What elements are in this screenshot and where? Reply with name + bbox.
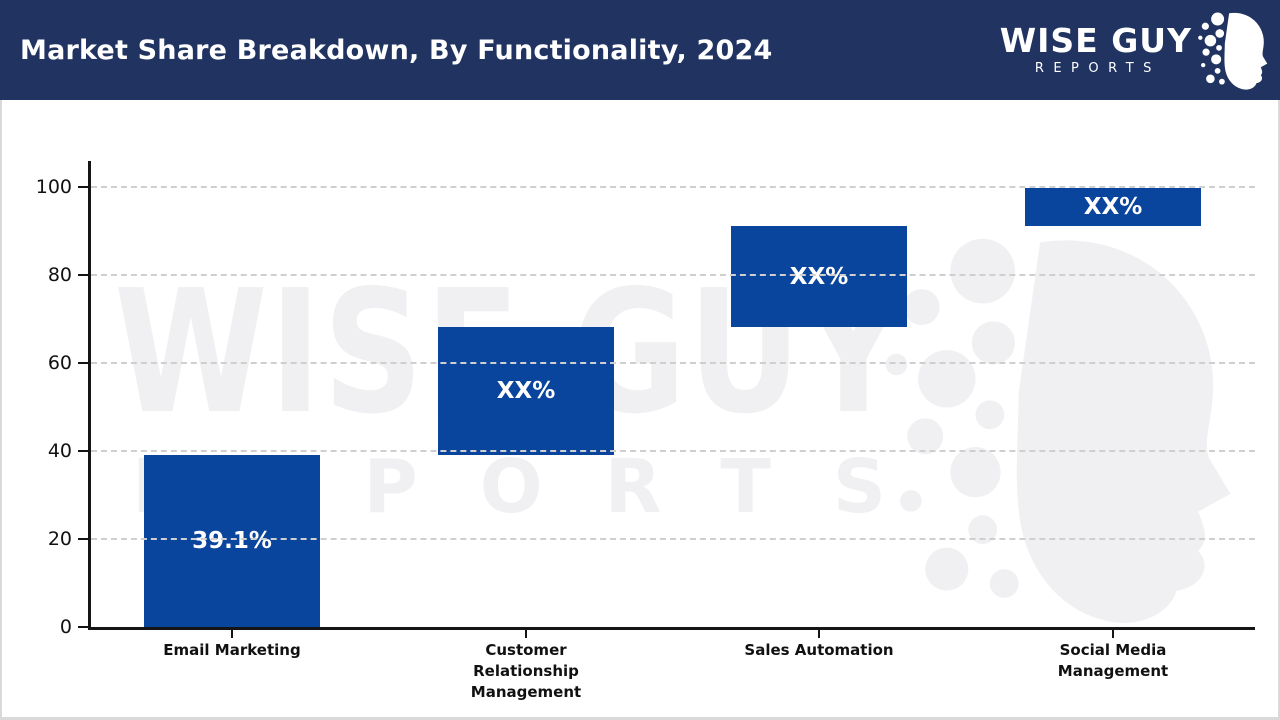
- x-category-label: Social Media Management: [998, 640, 1228, 682]
- x-category-label: Sales Automation: [704, 640, 934, 661]
- x-category-label-line: Sales Automation: [744, 641, 894, 659]
- y-tick-label: 0: [59, 616, 72, 638]
- bar-segment: XX%: [438, 327, 614, 455]
- x-category-label-line: Social Media: [1059, 641, 1167, 659]
- y-tick: [78, 537, 88, 540]
- brand-text-block: WISE GUY REPORTS: [1000, 24, 1192, 76]
- x-axis-spine: [88, 627, 1255, 630]
- brand-name: WISE GUY: [999, 21, 1192, 60]
- gridline: [91, 361, 1255, 364]
- bar-segment: XX%: [731, 226, 907, 328]
- y-tick: [78, 626, 88, 628]
- y-tick-label: 100: [35, 175, 72, 198]
- y-tick-label: 40: [47, 439, 72, 462]
- x-category-label-line: Email Marketing: [163, 641, 301, 659]
- x-category-label-line: Management: [1057, 662, 1169, 680]
- bar-segment: XX%: [1025, 187, 1201, 227]
- x-category-label: Email Marketing: [117, 640, 347, 661]
- y-tick: [78, 273, 88, 276]
- page-title: Market Share Breakdown, By Functionality…: [20, 34, 773, 66]
- x-category-label-line: Relationship: [473, 662, 579, 680]
- x-category-label-line: Customer: [485, 641, 567, 659]
- logo-face-icon: [1198, 12, 1268, 90]
- bar-value-label: XX%: [789, 263, 849, 290]
- x-tick: [525, 630, 527, 638]
- y-tick-label: 80: [47, 263, 72, 286]
- y-tick-label: 60: [47, 351, 72, 374]
- brand-subtitle: REPORTS: [1034, 61, 1161, 76]
- gridline: [91, 449, 1255, 452]
- x-category-label: Customer Relationship Management: [411, 640, 641, 703]
- y-tick-label: 20: [47, 527, 72, 550]
- bar-value-label: XX%: [496, 378, 556, 405]
- bar-value-label: XX%: [1083, 193, 1143, 220]
- y-axis-spine: [88, 161, 91, 630]
- bar-value-label: 39.1%: [192, 527, 272, 554]
- chart-canvas: WISE GUY REPORTS 39.1% XX% XX% XX% 0 20 40 60 80…: [0, 100, 1280, 720]
- x-tick: [818, 630, 820, 638]
- y-tick: [78, 361, 88, 364]
- gridline: [91, 537, 1255, 540]
- header-bar: Market Share Breakdown, By Functionality…: [0, 0, 1280, 100]
- gridline: [91, 185, 1255, 188]
- x-tick: [1112, 630, 1114, 638]
- y-tick: [78, 449, 88, 452]
- y-tick: [78, 185, 88, 188]
- gridline: [91, 273, 1255, 276]
- x-category-label-line: Management: [470, 683, 582, 701]
- watermark-face: [885, 238, 1231, 623]
- brand-logo: WISE GUY REPORTS: [1000, 0, 1268, 100]
- bar-segment: 39.1%: [144, 454, 320, 627]
- x-tick: [231, 630, 233, 638]
